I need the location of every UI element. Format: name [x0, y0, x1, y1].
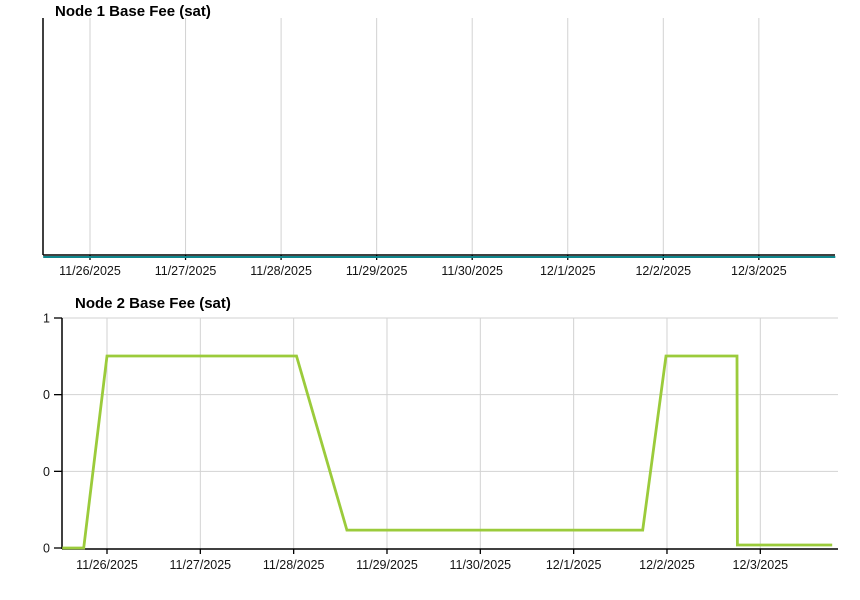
node2-x-tick-label: 11/26/2025	[76, 558, 138, 572]
node1-x-tick-label: 11/29/2025	[346, 264, 408, 278]
node2-x-tick-label: 12/2/2025	[639, 558, 695, 572]
chart1-title: Node 1 Base Fee (sat)	[55, 3, 211, 20]
node2-y-tick-label: 0	[43, 465, 50, 479]
node2-y-tick-label: 1	[43, 312, 50, 326]
node1-x-tick-label: 12/3/2025	[731, 264, 787, 278]
node1-x-tick-label: 12/2/2025	[635, 264, 691, 278]
chart2-title: Node 2 Base Fee (sat)	[75, 295, 231, 312]
node2-x-tick-label: 11/27/2025	[170, 558, 232, 572]
node2-x-tick-label: 11/30/2025	[449, 558, 511, 572]
node2-x-tick-label: 11/28/2025	[263, 558, 325, 572]
node2-x-tick-label: 12/3/2025	[733, 558, 789, 572]
node1-x-tick-label: 11/26/2025	[59, 264, 121, 278]
node1-x-tick-label: 12/1/2025	[540, 264, 596, 278]
node1-x-tick-label: 11/28/2025	[250, 264, 312, 278]
node2-x-tick-label: 11/29/2025	[356, 558, 418, 572]
node2-y-tick-label: 0	[43, 388, 50, 402]
node2-series-line	[62, 354, 833, 550]
node1-x-tick-label: 11/27/2025	[155, 264, 217, 278]
node2-y-tick-label: 0	[43, 542, 50, 556]
node1-x-tick-label: 11/30/2025	[441, 264, 503, 278]
node2-x-tick-label: 12/1/2025	[546, 558, 602, 572]
